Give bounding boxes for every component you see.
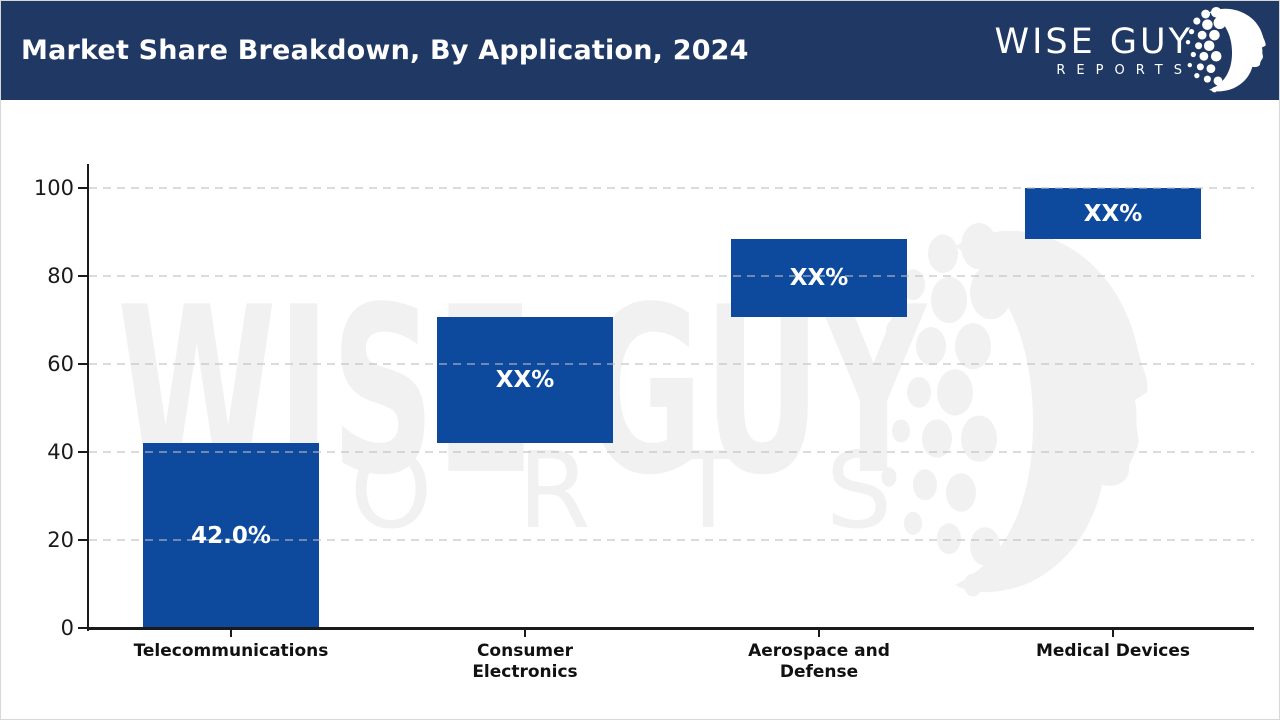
- category-label: Medical Devices: [1035, 641, 1190, 661]
- x-tick-mark: [818, 630, 820, 637]
- y-axis-line: [87, 164, 89, 631]
- bar-segment: XX%: [1025, 188, 1201, 240]
- y-tick-label: 0: [60, 616, 74, 640]
- category-label: Aerospace and Defense: [748, 641, 890, 682]
- gridline: [89, 363, 1254, 365]
- header-band: Market Share Breakdown, By Application, …: [1, 1, 1279, 100]
- category-label: Consumer Electronics: [472, 641, 578, 682]
- gridline: [89, 539, 1254, 541]
- wise-guy-reports-logo: WISE GUY REPORTS: [994, 6, 1271, 95]
- y-tick-mark: [78, 363, 87, 365]
- logo-text: WISE GUY REPORTS: [994, 24, 1193, 78]
- chart-title: Market Share Breakdown, By Application, …: [21, 35, 749, 66]
- x-axis-line: [87, 627, 1254, 630]
- y-tick-mark: [78, 451, 87, 453]
- bar-segment: 42.0%: [143, 443, 319, 628]
- y-tick-label: 40: [47, 440, 74, 464]
- bar-value-label: XX%: [1083, 200, 1143, 227]
- gridline: [89, 451, 1254, 453]
- face-profile-icon: [1185, 6, 1266, 92]
- y-tick-label: 100: [33, 176, 74, 200]
- y-tick-label: 20: [47, 528, 74, 552]
- y-tick-mark: [78, 539, 87, 541]
- logo-wordmark: WISE GUY: [994, 21, 1193, 62]
- category-label: Telecommunications: [133, 641, 329, 661]
- gridline: [89, 275, 1254, 277]
- x-tick-mark: [1112, 630, 1114, 637]
- logo-subtitle: REPORTS: [1056, 62, 1193, 78]
- y-tick-mark: [78, 627, 87, 629]
- x-tick-mark: [524, 630, 526, 637]
- y-tick-label: 60: [47, 352, 74, 376]
- bar-value-label: 42.0%: [191, 522, 271, 549]
- x-tick-mark: [230, 630, 232, 637]
- bar-segment: XX%: [437, 316, 613, 444]
- bar-value-label: XX%: [789, 264, 849, 291]
- y-tick-mark: [78, 275, 87, 277]
- gridline: [89, 187, 1254, 189]
- watermark-face-icon: [875, 223, 1148, 597]
- bar-value-label: XX%: [495, 367, 555, 394]
- y-tick-mark: [78, 187, 87, 189]
- bar-segment: XX%: [731, 239, 907, 317]
- y-tick-label: 80: [47, 264, 74, 288]
